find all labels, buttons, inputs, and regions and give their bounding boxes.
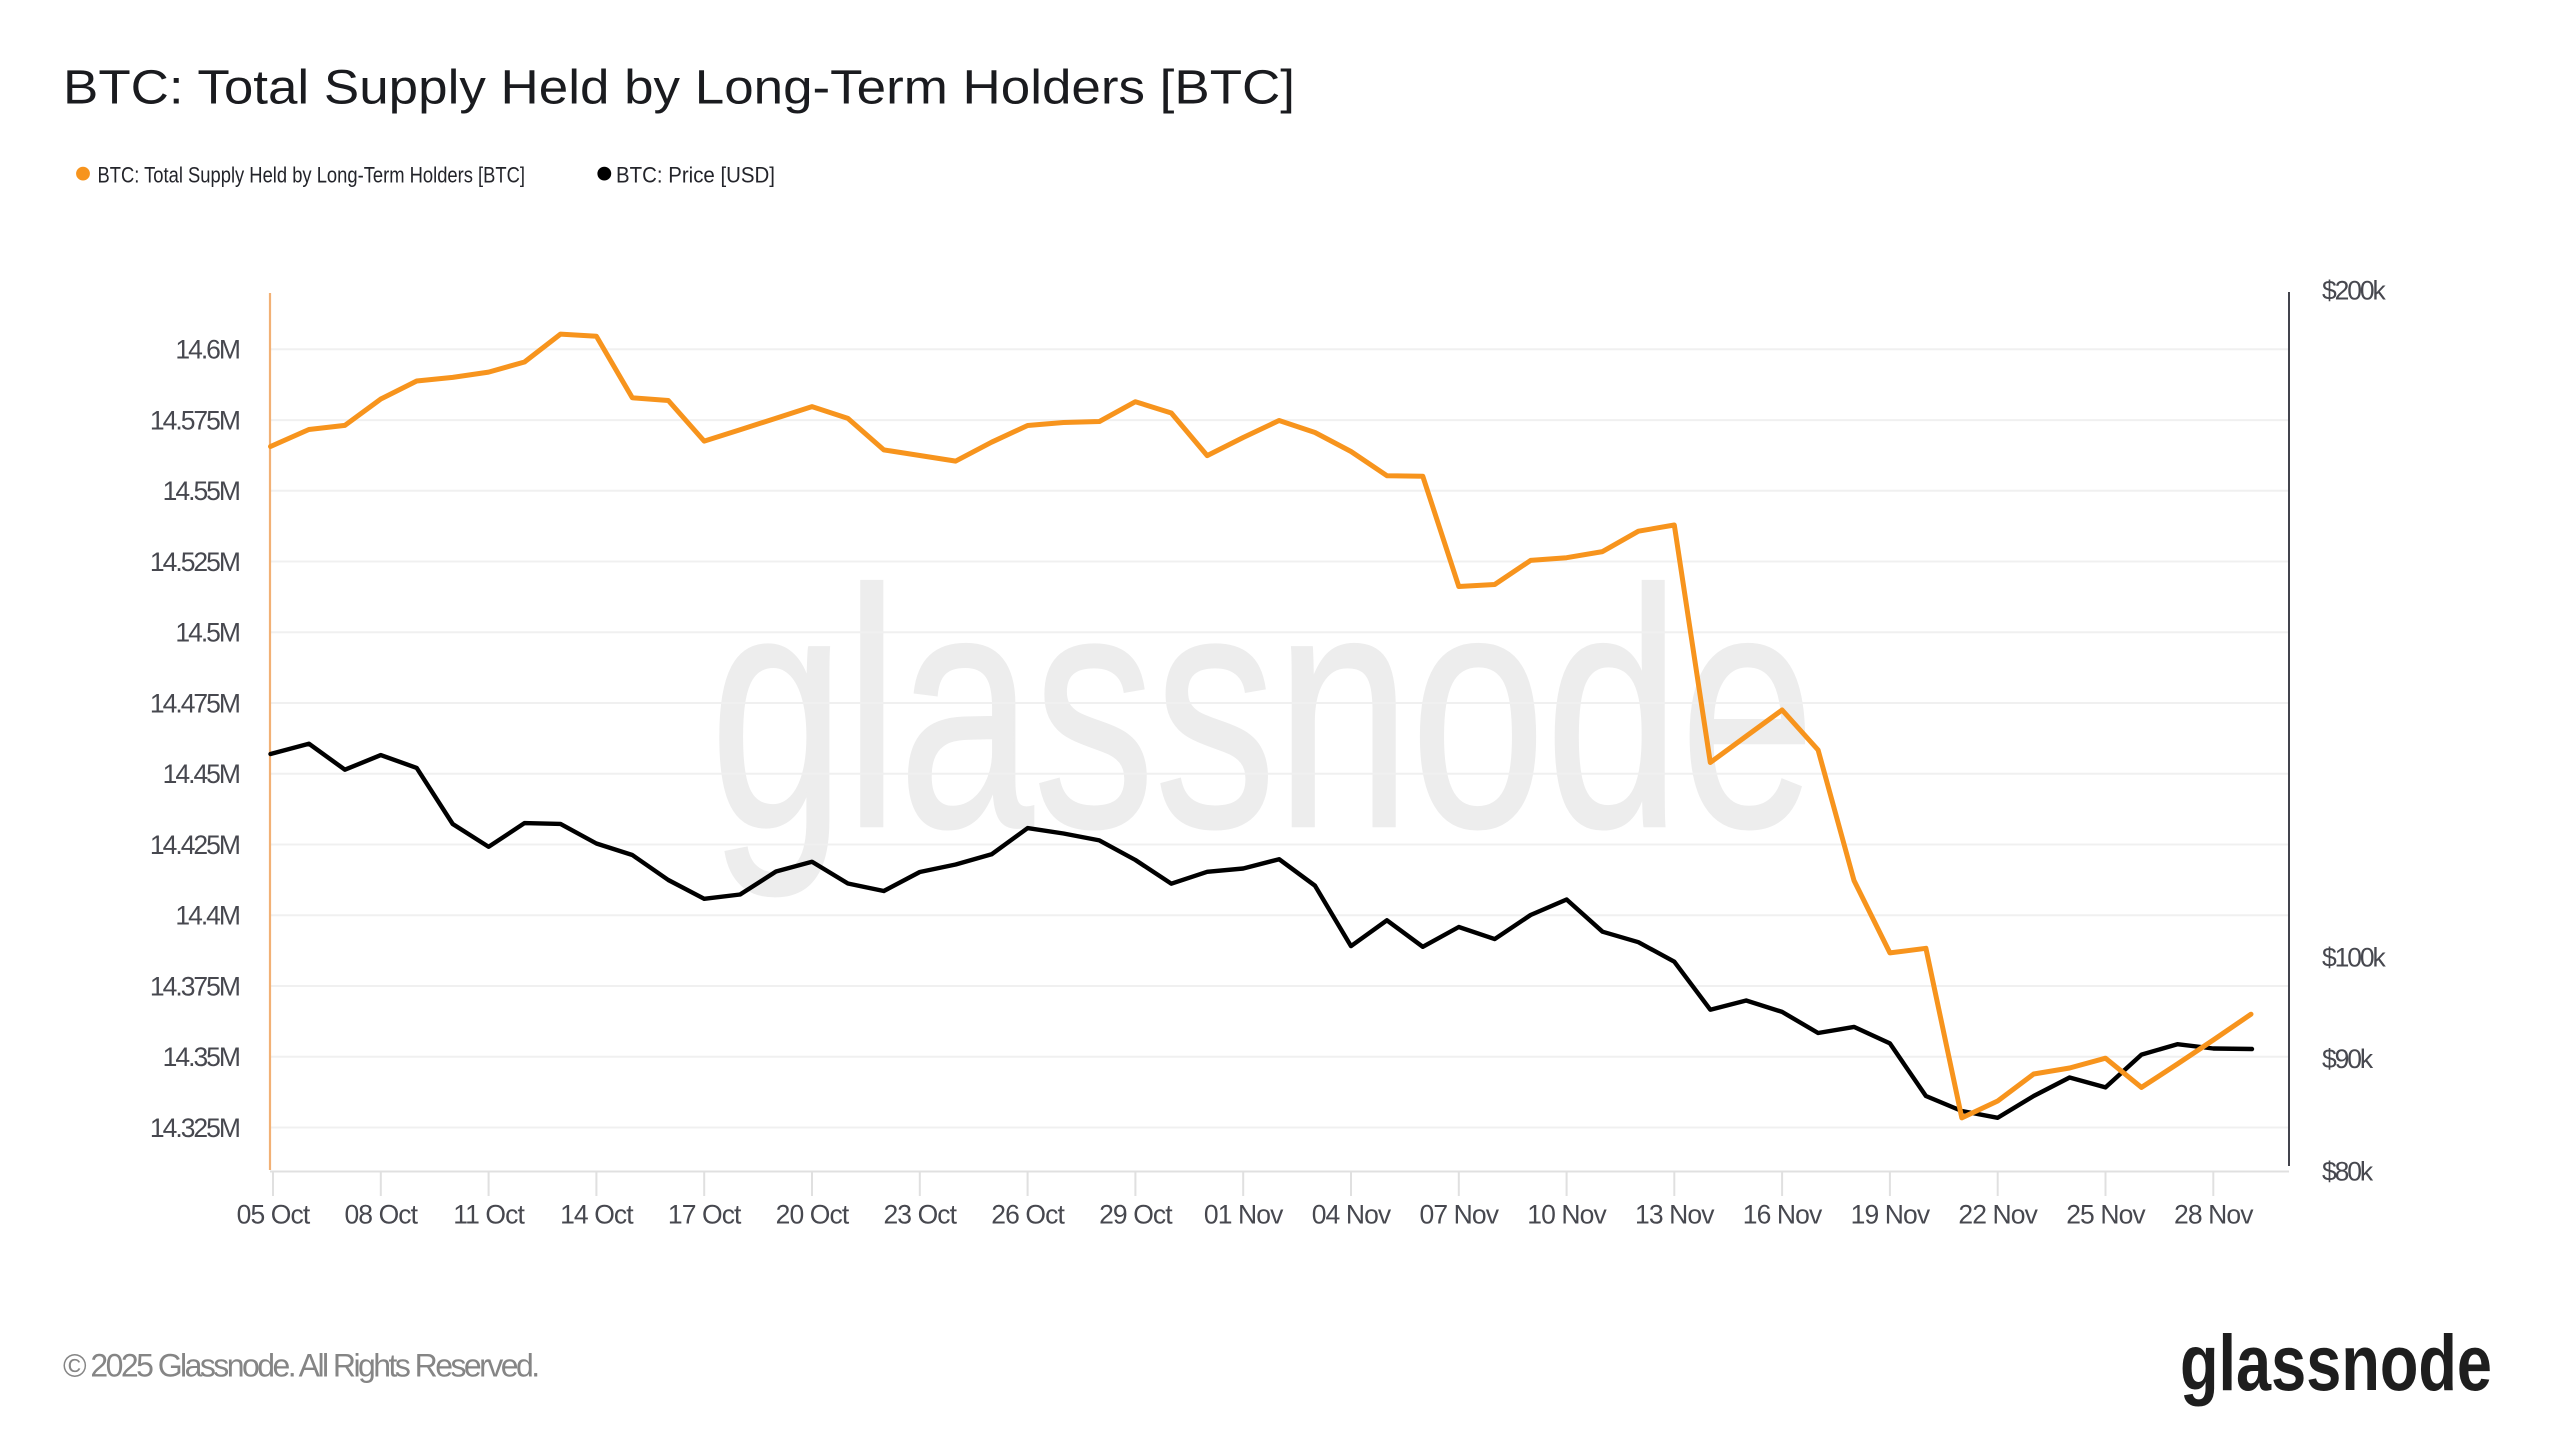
- svg-text:14.325M: 14.325M: [150, 1113, 239, 1143]
- svg-text:14.475M: 14.475M: [150, 688, 239, 718]
- svg-text:23 Oct: 23 Oct: [883, 1200, 957, 1230]
- svg-text:© 2025 Glassnode. All Rights R: © 2025 Glassnode. All Rights Reserved.: [63, 1347, 538, 1383]
- svg-text:$80k: $80k: [2322, 1157, 2374, 1187]
- svg-text:14.35M: 14.35M: [163, 1042, 239, 1072]
- svg-text:BTC: Total Supply Held by Long: BTC: Total Supply Held by Long-Term Hold…: [63, 61, 1295, 114]
- svg-text:14.575M: 14.575M: [150, 405, 239, 435]
- svg-text:14.5M: 14.5M: [175, 618, 239, 648]
- svg-text:19 Nov: 19 Nov: [1851, 1200, 1931, 1230]
- svg-text:13 Nov: 13 Nov: [1635, 1200, 1715, 1230]
- svg-text:25 Nov: 25 Nov: [2066, 1200, 2146, 1230]
- svg-text:26 Oct: 26 Oct: [991, 1200, 1065, 1230]
- svg-text:BTC: Total Supply Held by Long: BTC: Total Supply Held by Long-Term Hold…: [98, 162, 526, 187]
- svg-text:$100k: $100k: [2322, 943, 2387, 973]
- svg-text:glassnode: glassnode: [2180, 1318, 2492, 1407]
- svg-text:22 Nov: 22 Nov: [1958, 1200, 2038, 1230]
- svg-text:14.6M: 14.6M: [175, 335, 239, 365]
- svg-text:08 Oct: 08 Oct: [344, 1200, 418, 1230]
- svg-text:04 Nov: 04 Nov: [1312, 1200, 1392, 1230]
- svg-text:14.525M: 14.525M: [150, 547, 239, 577]
- svg-text:29 Oct: 29 Oct: [1099, 1200, 1173, 1230]
- svg-text:14 Oct: 14 Oct: [560, 1200, 634, 1230]
- svg-text:BTC: Price [USD]: BTC: Price [USD]: [616, 162, 775, 187]
- svg-text:10 Nov: 10 Nov: [1527, 1200, 1607, 1230]
- svg-text:glassnode: glassnode: [710, 520, 1815, 900]
- svg-text:14.425M: 14.425M: [150, 830, 239, 860]
- svg-text:05 Oct: 05 Oct: [237, 1200, 311, 1230]
- svg-text:14.4M: 14.4M: [175, 901, 239, 931]
- svg-text:$90k: $90k: [2322, 1044, 2374, 1074]
- svg-text:28 Nov: 28 Nov: [2174, 1200, 2254, 1230]
- svg-text:$200k: $200k: [2322, 275, 2387, 305]
- svg-text:11 Oct: 11 Oct: [453, 1200, 525, 1230]
- svg-text:07 Nov: 07 Nov: [1420, 1200, 1500, 1230]
- svg-text:14.375M: 14.375M: [150, 971, 239, 1001]
- svg-text:14.55M: 14.55M: [163, 476, 239, 506]
- svg-text:17 Oct: 17 Oct: [668, 1200, 742, 1230]
- svg-text:01 Nov: 01 Nov: [1204, 1200, 1284, 1230]
- svg-text:16 Nov: 16 Nov: [1743, 1200, 1823, 1230]
- svg-text:14.45M: 14.45M: [163, 759, 239, 789]
- svg-text:20 Oct: 20 Oct: [776, 1200, 850, 1230]
